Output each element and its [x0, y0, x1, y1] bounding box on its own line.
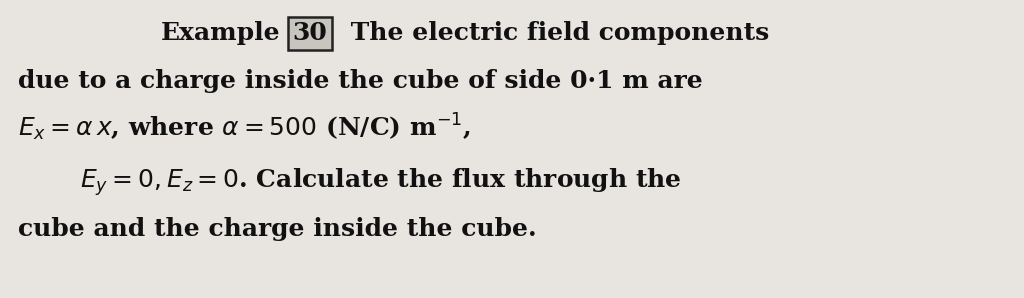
Text: $E_x = \alpha\, x$, where $\alpha = 500$ (N/C) m$^{-1}$,: $E_x = \alpha\, x$, where $\alpha = 500$…	[18, 111, 471, 143]
Text: 30: 30	[293, 21, 328, 45]
Text: Example: Example	[161, 21, 280, 45]
Text: $E_y = 0, E_z = 0$. Calculate the flux through the: $E_y = 0, E_z = 0$. Calculate the flux t…	[80, 167, 682, 198]
Text: due to a charge inside the cube of side 0·1 m are: due to a charge inside the cube of side …	[18, 69, 702, 93]
Text: cube and the charge inside the cube.: cube and the charge inside the cube.	[18, 217, 537, 241]
Text: The electric field components: The electric field components	[342, 21, 769, 45]
